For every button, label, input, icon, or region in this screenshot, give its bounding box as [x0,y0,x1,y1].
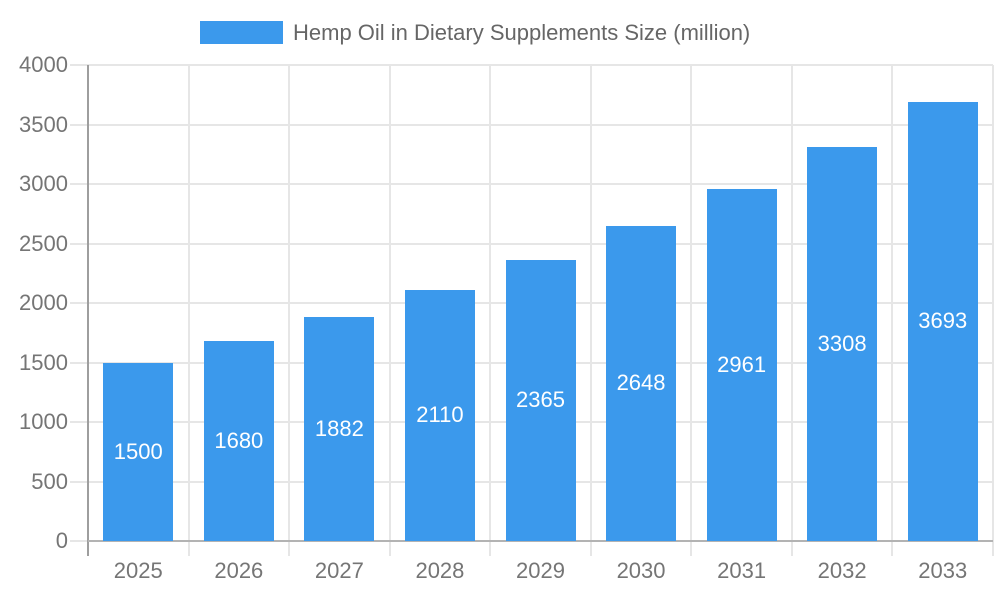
x-axis-tick [489,541,492,556]
x-axis-tick [288,541,291,556]
x-axis-label: 2027 [314,558,364,583]
bar-value-label: 2648 [616,370,666,396]
gridline-horizontal [88,123,993,126]
bar[interactable] [807,147,878,541]
y-axis-tick [70,361,88,364]
y-axis-label: 1500 [19,349,68,375]
gridline-vertical [891,65,894,541]
gridline-vertical [187,65,190,541]
gridline-vertical [489,65,492,541]
bar[interactable] [505,259,576,541]
x-axis-tick [187,541,190,556]
y-axis-label: 0 [55,528,68,553]
x-axis-label: 2030 [616,558,666,583]
bar-value-label: 3308 [817,331,867,357]
y-axis-label: 4000 [19,52,68,77]
y-axis-tick [70,302,88,304]
legend-item[interactable]: Hemp Oil in Dietary Supplements Size (mi… [200,19,751,45]
y-axis-tick [70,421,88,423]
y-axis-line [87,65,89,556]
x-axis-label: 2028 [415,558,465,583]
y-axis-tick [70,480,88,483]
bar[interactable] [304,317,375,541]
bar-value-label: 3693 [918,308,968,334]
x-axis-label: 2031 [717,558,767,583]
gridline-vertical [690,65,693,541]
gridline-horizontal [88,183,993,185]
x-axis-tick [790,541,793,556]
bar-value-label: 1882 [314,416,364,442]
y-axis-tick [70,123,88,126]
bar[interactable] [404,289,475,541]
y-axis-tick [70,242,88,245]
gridline-horizontal [88,242,993,245]
gridline-vertical [992,65,994,541]
y-axis-tick [70,183,88,185]
x-axis-tick [690,541,693,556]
bar[interactable] [103,362,174,541]
legend-swatch-icon [200,21,283,44]
y-axis-tick [70,64,88,66]
y-axis-label: 2500 [19,230,68,256]
bar-value-label: 1500 [113,438,163,464]
x-axis-label: 2025 [113,558,163,583]
x-axis-label: 2032 [817,558,867,583]
x-axis-label: 2029 [516,558,565,583]
bar[interactable] [907,101,978,541]
x-axis-tick [589,541,592,556]
x-axis-tick [388,541,391,556]
bar[interactable] [606,225,677,541]
gridline-vertical [790,65,793,541]
x-axis-tick [891,541,894,556]
gridline-vertical [288,65,291,541]
y-axis-label: 3000 [19,171,68,196]
bar-value-label: 2365 [516,387,565,413]
gridline-vertical [589,65,592,541]
y-axis-label: 2000 [19,290,68,315]
x-axis-line [88,540,993,542]
x-axis-label: 2026 [214,558,264,583]
y-axis-label: 500 [31,468,68,494]
bar[interactable] [203,341,274,541]
legend-label: Hemp Oil in Dietary Supplements Size (mi… [293,19,751,45]
bar[interactable] [706,188,777,541]
bar-value-label: 2961 [717,351,767,377]
y-axis-tick [70,540,88,542]
gridline-vertical [388,65,391,541]
y-axis-label: 1000 [19,409,68,434]
gridline-horizontal [88,64,993,66]
x-axis-label: 2033 [918,558,968,583]
bar-value-label: 2110 [416,402,464,428]
x-axis-tick [992,541,994,556]
y-axis-label: 3500 [19,111,68,137]
bar-value-label: 1680 [214,428,264,454]
